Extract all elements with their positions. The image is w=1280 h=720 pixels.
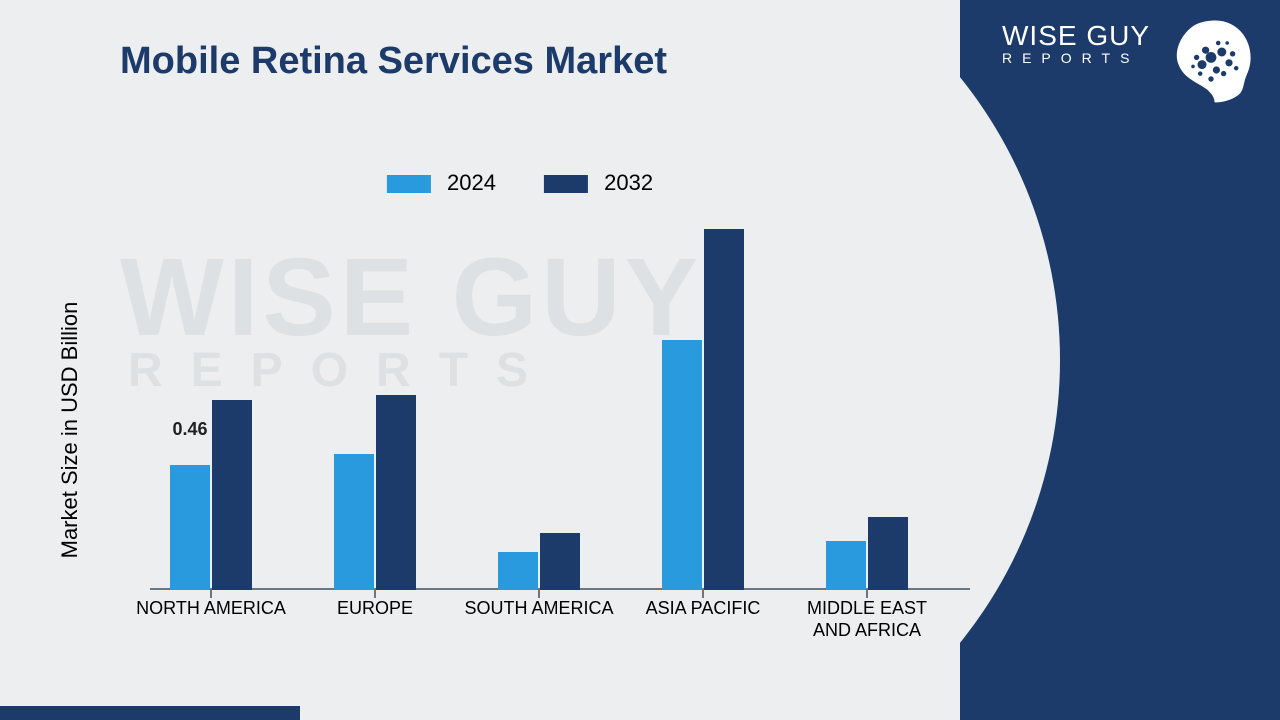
category-label: MIDDLE EAST AND AFRICA bbox=[787, 590, 947, 641]
brand-head-icon bbox=[1166, 16, 1256, 106]
bar-2032 bbox=[212, 400, 252, 590]
bar-2024 bbox=[334, 454, 374, 590]
category-label: ASIA PACIFIC bbox=[623, 590, 783, 620]
legend-swatch-2032 bbox=[544, 175, 588, 193]
legend-item-2032: 2032 bbox=[544, 170, 653, 196]
plot-area: 0.46NORTH AMERICAEUROPESOUTH AMERICAASIA… bbox=[150, 210, 970, 590]
bar-2032 bbox=[540, 533, 580, 590]
category-label: EUROPE bbox=[295, 590, 455, 620]
bar-2032 bbox=[868, 517, 908, 590]
brand-logo: WISE GUY REPORTS bbox=[1002, 20, 1150, 66]
legend: 2024 2032 bbox=[387, 170, 653, 196]
bar-value-label: 0.46 bbox=[172, 419, 207, 440]
category-label: SOUTH AMERICA bbox=[459, 590, 619, 620]
footer-accent-bar bbox=[0, 706, 300, 720]
bar-2024 bbox=[662, 340, 702, 590]
chart-title: Mobile Retina Services Market bbox=[120, 40, 667, 83]
logo-line1: WISE GUY bbox=[1002, 20, 1150, 52]
y-axis-label: Market Size in USD Billion bbox=[57, 302, 83, 559]
chart-card: WISE GUY REPORTS Mobile Retina Services … bbox=[0, 0, 1280, 720]
legend-swatch-2024 bbox=[387, 175, 431, 193]
bar-2024 bbox=[170, 465, 210, 590]
category-label: NORTH AMERICA bbox=[131, 590, 291, 620]
bar-2032 bbox=[704, 229, 744, 590]
legend-label-2024: 2024 bbox=[447, 170, 496, 195]
legend-item-2024: 2024 bbox=[387, 170, 496, 196]
bar-2024 bbox=[826, 541, 866, 590]
bar-2032 bbox=[376, 395, 416, 590]
bar-2024 bbox=[498, 552, 538, 590]
bar-chart: Market Size in USD Billion 2024 2032 0.4… bbox=[60, 170, 980, 690]
legend-label-2032: 2032 bbox=[604, 170, 653, 195]
logo-line2: REPORTS bbox=[1002, 50, 1150, 66]
